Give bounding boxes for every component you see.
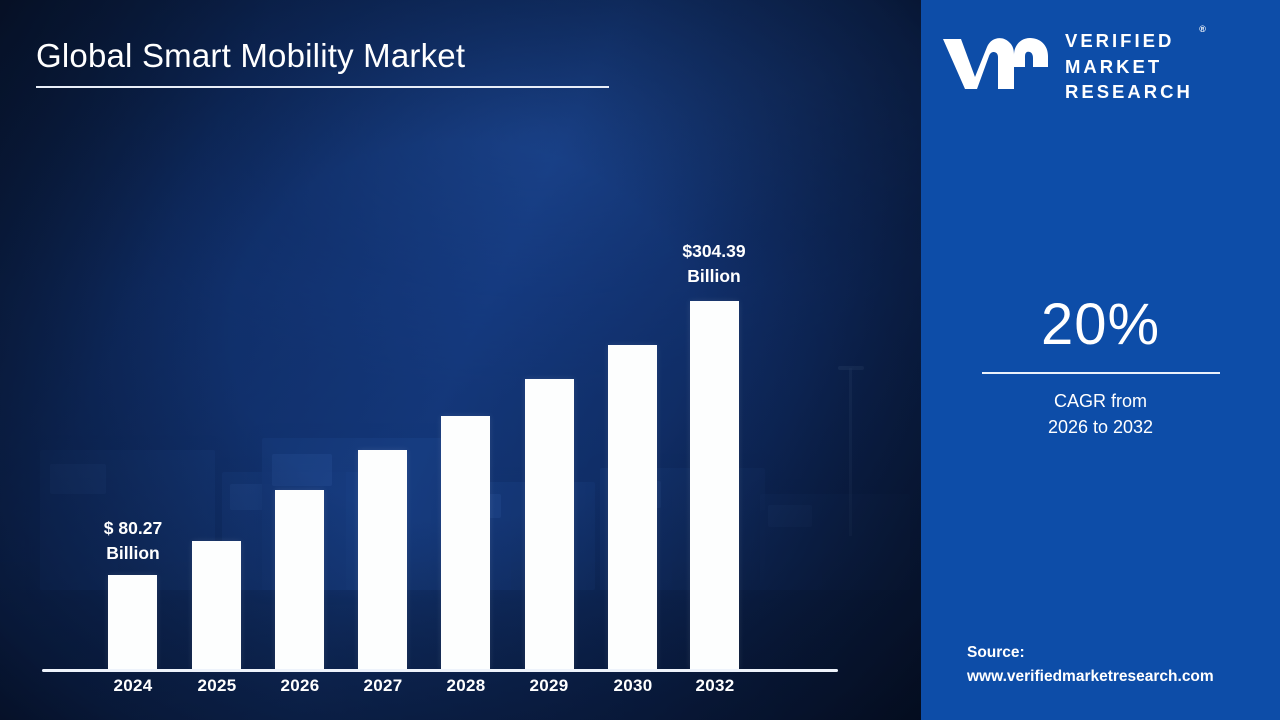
cagr-block: 20% CAGR from 2026 to 2032 <box>921 296 1280 440</box>
bar-2027 <box>358 450 407 669</box>
cagr-value: 20% <box>1040 292 1161 357</box>
x-tick-2032: 2032 <box>695 676 735 695</box>
bar-callout-2024: $ 80.27 Billion <box>58 516 208 567</box>
source-block: Source: www.verifiedmarketresearch.com <box>967 641 1214 689</box>
bar-chart-plot: 2024 2025 2026 2027 2028 2029 2030 2032 … <box>42 239 838 695</box>
title-block: Global Smart Mobility Market <box>36 36 636 88</box>
source-label: Source: <box>967 643 1025 661</box>
bar-callout-2024-unit: Billion <box>106 543 160 564</box>
cagr-caption-line-2: 2026 to 2032 <box>1047 417 1154 438</box>
x-tick-2024: 2024 <box>113 676 153 695</box>
x-tick-2030: 2030 <box>613 676 653 695</box>
bar-callout-2032: $304.39 Billion <box>639 239 789 290</box>
x-axis-line <box>42 669 838 672</box>
brand-panel: VERIFIED MARKET RESEARCH ® 20% CAGR from… <box>921 0 1280 720</box>
bar-2028 <box>441 416 490 669</box>
x-tick-2029: 2029 <box>529 676 569 695</box>
chart-panel: Global Smart Mobility Market 2024 2025 2… <box>0 0 921 720</box>
source-url[interactable]: www.verifiedmarketresearch.com <box>967 667 1214 685</box>
x-tick-2027: 2027 <box>363 676 403 695</box>
x-tick-2025: 2025 <box>197 676 237 695</box>
x-tick-2026: 2026 <box>280 676 320 695</box>
brand-line-2: MARKET <box>1065 55 1163 77</box>
bar-callout-2024-value: $ 80.27 <box>103 518 163 538</box>
x-tick-2028: 2028 <box>446 676 486 695</box>
brand-line-3: RESEARCH <box>1065 81 1193 103</box>
bar-callout-2032-value: $304.39 <box>682 241 746 261</box>
bar-callout-2032-unit: Billion <box>687 266 741 287</box>
title-underline <box>36 85 609 88</box>
vmr-logo-icon <box>941 33 1053 100</box>
cagr-caption-line-1: CAGR from <box>1053 391 1147 411</box>
bar-2026 <box>275 490 324 669</box>
cagr-divider <box>981 372 1220 374</box>
brand-logo[interactable]: VERIFIED MARKET RESEARCH ® <box>941 24 1261 105</box>
page-title: Global Smart Mobility Market <box>36 37 466 74</box>
brand-wordmark: VERIFIED MARKET RESEARCH ® <box>1065 24 1206 105</box>
cagr-caption: CAGR from 2026 to 2032 <box>921 388 1280 440</box>
registered-trademark-icon: ® <box>1199 24 1206 34</box>
bar-2030 <box>608 345 657 669</box>
bar-2025 <box>192 541 241 669</box>
bar-2032 <box>690 301 739 669</box>
brand-line-1: VERIFIED <box>1065 30 1175 51</box>
bar-2029 <box>525 379 574 669</box>
bar-2024 <box>108 575 157 669</box>
